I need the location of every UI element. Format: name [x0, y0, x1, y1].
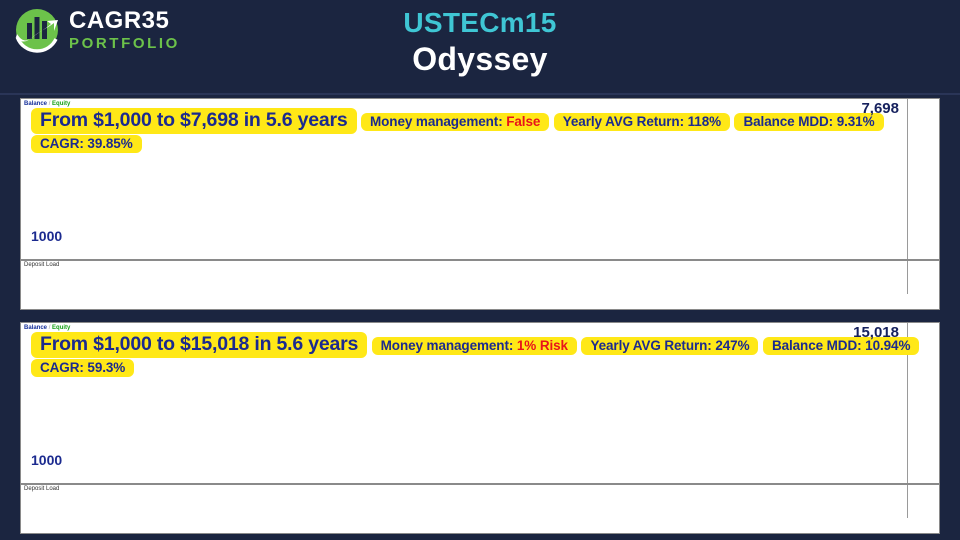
page-header: CAGR35 PORTFOLIO USTECm15 Odyssey: [0, 0, 960, 95]
callout-row-balance-mdd-2: Balance MDD: 10.94%: [762, 337, 920, 355]
callout-headline-2: From $1,000 to $15,018 in 5.6 years: [31, 332, 368, 358]
stats-callout-2: From $1,000 to $15,018 in 5.6 years Mone…: [31, 332, 939, 378]
chart-panel-1: Balance / Equity From $1,000 to $7,698 i…: [20, 98, 940, 310]
deposit-load-label-1: Deposit Load: [24, 262, 60, 268]
callout-row-cagr-1: CAGR: 39.85%: [31, 135, 142, 153]
callout-value: 247%: [715, 338, 750, 353]
callout-row-yearly-return-1: Yearly AVG Return: 118%: [553, 113, 731, 131]
callout-label: CAGR:: [40, 136, 84, 151]
chart-legend-1: Balance / Equity: [24, 101, 70, 108]
brand-text: CAGR35 PORTFOLIO: [69, 7, 180, 52]
deposit-load-bars-2: [21, 485, 907, 518]
final-balance-label-1: 7,698: [861, 100, 899, 117]
y-axis-sub-1: [907, 261, 939, 294]
y-axis-sub-2: [907, 485, 939, 518]
title-block: USTECm15 Odyssey: [0, 6, 960, 79]
deposit-load-bars-1: [21, 261, 907, 294]
callout-row-yearly-return-2: Yearly AVG Return: 247%: [581, 337, 759, 355]
chart-legend-2: Balance / Equity: [24, 325, 70, 332]
legend-balance-label: Balance: [24, 325, 48, 331]
x-axis-labels-1: [21, 296, 907, 307]
x-axis-1: [21, 294, 939, 307]
callout-value: 10.94%: [865, 338, 911, 353]
balance-equity-chart-1: Balance / Equity From $1,000 to $7,698 i…: [21, 99, 939, 259]
legend-equity-label: Equity: [52, 101, 71, 107]
legend-equity-label: Equity: [52, 325, 71, 331]
callout-label: Balance MDD:: [771, 338, 862, 353]
callout-row-money-management-1: Money management: False: [361, 113, 550, 131]
callout-value: 59.3%: [87, 360, 126, 375]
page-title: USTECm15: [403, 7, 557, 38]
deposit-load-label-2: Deposit Load: [24, 486, 60, 492]
chart-panel-2: Balance / Equity From $1,000 to $15,018 …: [20, 322, 940, 534]
callout-value: 9.31%: [836, 114, 875, 129]
callout-label: Money management:: [380, 338, 514, 353]
deposit-load-chart-1: Deposit Load: [21, 259, 939, 294]
brand-logo: CAGR35 PORTFOLIO: [14, 7, 180, 53]
brand-name: CAGR35: [69, 7, 170, 34]
callout-row-balance-mdd-1: Balance MDD: 9.31%: [734, 113, 884, 131]
callout-value: 39.85%: [87, 136, 133, 151]
callout-headline-1: From $1,000 to $7,698 in 5.6 years: [31, 108, 357, 134]
callout-label: Money management:: [370, 114, 503, 129]
deposit-load-chart-2: Deposit Load: [21, 483, 939, 518]
callout-label: Yearly AVG Return:: [590, 338, 712, 353]
brand-subtitle: PORTFOLIO: [69, 35, 180, 52]
callout-row-cagr-2: CAGR: 59.3%: [31, 359, 135, 377]
callout-label: CAGR:: [40, 360, 84, 375]
callout-value: 1% Risk: [516, 338, 568, 353]
stats-callout-1: From $1,000 to $7,698 in 5.6 years Money…: [31, 108, 939, 154]
legend-separator: /: [48, 101, 51, 107]
callout-value: 118%: [687, 114, 722, 129]
x-axis-2: [21, 518, 939, 531]
callout-label: Yearly AVG Return:: [562, 114, 684, 129]
start-balance-label-2: 1000: [31, 452, 63, 468]
x-axis-labels-2: [21, 520, 907, 531]
callout-value: False: [506, 114, 541, 129]
start-balance-label-1: 1000: [31, 228, 63, 244]
callout-row-money-management-2: Money management: 1% Risk: [371, 337, 577, 355]
final-balance-label-2: 15,018: [853, 324, 899, 341]
y-axis-1: [907, 99, 939, 259]
legend-separator: /: [48, 325, 51, 331]
header-divider: [0, 93, 960, 95]
callout-label: Balance MDD:: [743, 114, 834, 129]
cagr35-circle-logo-icon: [15, 9, 58, 53]
page-subtitle: Odyssey: [412, 41, 548, 78]
balance-equity-chart-2: Balance / Equity From $1,000 to $15,018 …: [21, 323, 939, 483]
y-axis-2: [907, 323, 939, 483]
legend-balance-label: Balance: [24, 101, 48, 107]
